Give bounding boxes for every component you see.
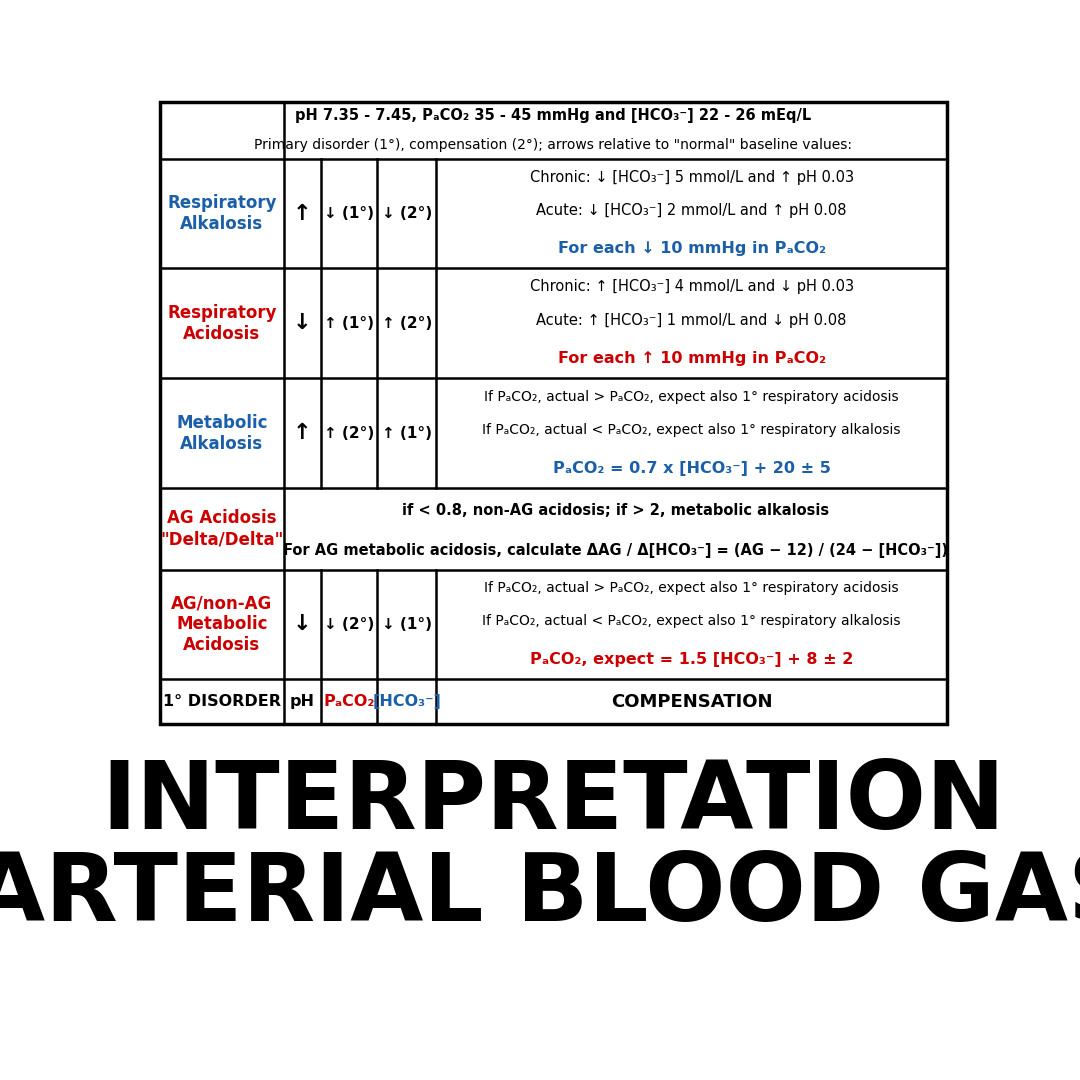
Text: If PₐCO₂, actual > PₐCO₂, expect also 1° respiratory acidosis: If PₐCO₂, actual > PₐCO₂, expect also 1°… <box>484 581 899 595</box>
Text: If PₐCO₂, actual < PₐCO₂, expect also 1° respiratory alkalosis: If PₐCO₂, actual < PₐCO₂, expect also 1°… <box>483 615 901 629</box>
Text: ↑: ↑ <box>293 423 311 443</box>
Text: COMPENSATION: COMPENSATION <box>611 692 772 711</box>
Text: ↑ (1°): ↑ (1°) <box>324 315 374 330</box>
Text: ↓ (2°): ↓ (2°) <box>381 206 432 221</box>
Text: Metabolic
Alkalosis: Metabolic Alkalosis <box>176 414 268 453</box>
Text: pH 7.35 - 7.45, PₐCO₂ 35 - 45 mmHg and [HCO₃⁻] 22 - 26 mEq/L: pH 7.35 - 7.45, PₐCO₂ 35 - 45 mmHg and [… <box>295 108 812 123</box>
Text: Respiratory
Acidosis: Respiratory Acidosis <box>167 303 276 342</box>
Text: Chronic: ↑ [HCO₃⁻] 4 mmol/L and ↓ pH 0.03: Chronic: ↑ [HCO₃⁻] 4 mmol/L and ↓ pH 0.0… <box>529 280 853 294</box>
Text: Respiratory
Alkalosis: Respiratory Alkalosis <box>167 194 276 233</box>
Text: 1° DISORDER: 1° DISORDER <box>163 694 281 710</box>
Text: For each ↑ 10 mmHg in PₐCO₂: For each ↑ 10 mmHg in PₐCO₂ <box>557 351 825 366</box>
Text: Acute: ↓ [HCO₃⁻] 2 mmol/L and ↑ pH 0.08: Acute: ↓ [HCO₃⁻] 2 mmol/L and ↑ pH 0.08 <box>537 203 847 218</box>
Text: ↑: ↑ <box>293 204 311 224</box>
Text: ↓: ↓ <box>293 313 311 334</box>
Text: ARTERIAL BLOOD GAS: ARTERIAL BLOOD GAS <box>0 849 1080 941</box>
Text: ↓ (2°): ↓ (2°) <box>324 617 374 632</box>
Text: Acute: ↑ [HCO₃⁻] 1 mmol/L and ↓ pH 0.08: Acute: ↑ [HCO₃⁻] 1 mmol/L and ↓ pH 0.08 <box>537 312 847 327</box>
Text: ↓ (1°): ↓ (1°) <box>381 617 432 632</box>
Text: For each ↓ 10 mmHg in PₐCO₂: For each ↓ 10 mmHg in PₐCO₂ <box>557 241 825 256</box>
Text: PₐCO₂, expect = 1.5 [HCO₃⁻] + 8 ± 2: PₐCO₂, expect = 1.5 [HCO₃⁻] + 8 ± 2 <box>530 652 853 666</box>
Text: ↓ (1°): ↓ (1°) <box>324 206 374 221</box>
Text: If PₐCO₂, actual > PₐCO₂, expect also 1° respiratory acidosis: If PₐCO₂, actual > PₐCO₂, expect also 1°… <box>484 390 899 404</box>
Text: For AG metabolic acidosis, calculate ΔAG / Δ[HCO₃⁻] = (AG − 12) / (24 − [HCO₃⁻]): For AG metabolic acidosis, calculate ΔAG… <box>283 543 948 558</box>
FancyBboxPatch shape <box>160 103 947 725</box>
Text: PₐCO₂: PₐCO₂ <box>323 694 375 710</box>
Text: If PₐCO₂, actual < PₐCO₂, expect also 1° respiratory alkalosis: If PₐCO₂, actual < PₐCO₂, expect also 1°… <box>483 422 901 436</box>
Text: AG Acidosis
"Delta/Delta": AG Acidosis "Delta/Delta" <box>160 510 284 549</box>
Text: ↑ (2°): ↑ (2°) <box>381 315 432 330</box>
Text: ↓: ↓ <box>293 615 311 634</box>
Text: if < 0.8, non-AG acidosis; if > 2, metabolic alkalosis: if < 0.8, non-AG acidosis; if > 2, metab… <box>402 503 828 518</box>
Text: [HCO₃⁻]: [HCO₃⁻] <box>373 694 442 710</box>
Text: ↑ (2°): ↑ (2°) <box>324 426 374 441</box>
Text: INTERPRETATION: INTERPRETATION <box>102 757 1005 849</box>
Text: Chronic: ↓ [HCO₃⁻] 5 mmol/L and ↑ pH 0.03: Chronic: ↓ [HCO₃⁻] 5 mmol/L and ↑ pH 0.0… <box>529 170 853 185</box>
Text: Primary disorder (1°), compensation (2°); arrows relative to "normal" baseline v: Primary disorder (1°), compensation (2°)… <box>255 138 852 152</box>
Text: ↑ (1°): ↑ (1°) <box>381 426 432 441</box>
Text: PₐCO₂ = 0.7 x [HCO₃⁻] + 20 ± 5: PₐCO₂ = 0.7 x [HCO₃⁻] + 20 ± 5 <box>553 460 831 475</box>
Text: pH: pH <box>289 694 314 710</box>
Text: AG/non-AG
Metabolic
Acidosis: AG/non-AG Metabolic Acidosis <box>172 595 272 654</box>
